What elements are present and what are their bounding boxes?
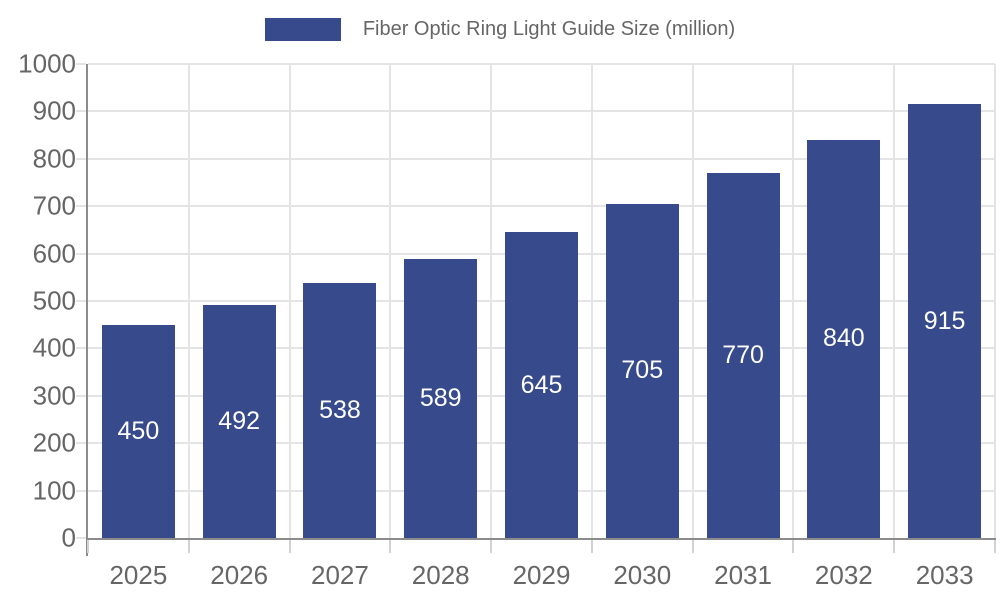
x-tick-label: 2029 bbox=[512, 560, 571, 590]
bar-value-label: 705 bbox=[621, 356, 664, 385]
y-axis-line bbox=[86, 64, 88, 556]
bar-value-label: 915 bbox=[923, 306, 966, 335]
v-gridline bbox=[691, 64, 694, 538]
y-tick-mark bbox=[76, 300, 86, 302]
y-tick-label: 600 bbox=[32, 238, 76, 269]
x-tick-mark bbox=[490, 540, 493, 553]
x-tick-label: 2031 bbox=[714, 560, 772, 590]
bar: 492 bbox=[202, 304, 276, 538]
bar-value-label: 645 bbox=[520, 370, 563, 399]
x-tick-mark bbox=[893, 540, 896, 553]
x-tick-mark bbox=[288, 540, 291, 553]
x-tick-mark bbox=[87, 540, 89, 553]
x-axis-line bbox=[86, 538, 996, 540]
y-tick-label: 100 bbox=[32, 475, 76, 506]
y-tick-label: 700 bbox=[32, 190, 76, 221]
x-tick-mark bbox=[792, 540, 795, 553]
y-tick-mark bbox=[76, 489, 86, 492]
x-tick-label: 2030 bbox=[613, 560, 672, 590]
v-gridline bbox=[590, 64, 593, 538]
y-tick-label: 800 bbox=[32, 143, 76, 174]
x-tick-label: 2026 bbox=[210, 560, 269, 590]
y-tick-label: 900 bbox=[32, 95, 76, 126]
y-tick-mark bbox=[76, 347, 86, 350]
x-tick-label: 2032 bbox=[814, 560, 873, 590]
legend-label: Fiber Optic Ring Light Guide Size (milli… bbox=[362, 18, 736, 40]
y-tick-mark bbox=[76, 205, 86, 208]
h-gridline bbox=[88, 110, 995, 113]
y-tick-mark bbox=[76, 252, 86, 255]
x-tick-label: 2027 bbox=[311, 560, 369, 590]
y-tick-mark bbox=[76, 442, 86, 445]
h-gridline bbox=[88, 63, 995, 65]
bar: 450 bbox=[101, 324, 175, 538]
bar: 840 bbox=[807, 139, 881, 538]
bar-value-label: 450 bbox=[117, 416, 160, 445]
bar-value-label: 492 bbox=[218, 406, 261, 435]
y-tick-label: 1000 bbox=[18, 48, 76, 79]
bar: 705 bbox=[605, 203, 679, 538]
legend: Fiber Optic Ring Light Guide Size (milli… bbox=[0, 18, 1000, 41]
v-gridline bbox=[893, 64, 896, 538]
y-tick-label: 0 bbox=[61, 522, 76, 553]
bar: 770 bbox=[706, 173, 780, 538]
x-tick-label: 2028 bbox=[411, 560, 470, 590]
y-tick-label: 200 bbox=[32, 427, 76, 458]
h-gridline bbox=[88, 157, 995, 160]
x-tick-mark bbox=[691, 540, 694, 553]
bar-value-label: 589 bbox=[419, 383, 462, 412]
y-tick-mark bbox=[76, 394, 86, 397]
x-tick-mark bbox=[187, 540, 190, 553]
bar: 915 bbox=[908, 104, 982, 538]
y-tick-label: 500 bbox=[32, 285, 76, 316]
x-tick-mark bbox=[590, 540, 593, 553]
y-tick-mark bbox=[76, 110, 86, 113]
v-gridline bbox=[389, 64, 392, 538]
v-gridline bbox=[994, 64, 996, 538]
legend-swatch bbox=[264, 18, 341, 41]
v-gridline bbox=[792, 64, 795, 538]
y-tick-label: 400 bbox=[32, 332, 76, 363]
x-tick-label: 2033 bbox=[915, 560, 974, 590]
bar-value-label: 770 bbox=[722, 341, 764, 369]
bar: 589 bbox=[404, 258, 478, 538]
v-gridline bbox=[490, 64, 493, 538]
x-tick-mark bbox=[389, 540, 392, 553]
bar: 645 bbox=[505, 232, 578, 538]
bar-value-label: 840 bbox=[822, 324, 865, 353]
v-gridline bbox=[288, 64, 291, 538]
bar-value-label: 538 bbox=[319, 395, 361, 424]
y-tick-mark bbox=[76, 157, 86, 160]
x-tick-mark bbox=[994, 540, 996, 553]
bar: 538 bbox=[303, 282, 377, 538]
y-tick-label: 300 bbox=[32, 380, 76, 411]
y-tick-mark bbox=[76, 537, 86, 539]
v-gridline bbox=[187, 64, 190, 538]
h-gridline bbox=[88, 205, 995, 208]
x-tick-label: 2025 bbox=[109, 560, 168, 590]
y-tick-mark bbox=[76, 63, 86, 65]
